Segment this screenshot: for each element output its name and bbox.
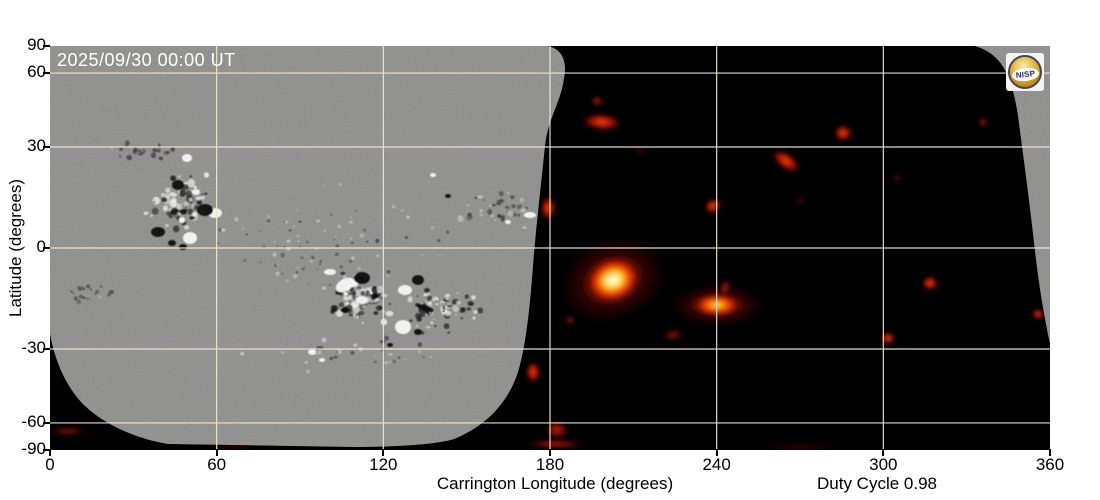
y-tick-mark (43, 348, 50, 350)
x-tick-mark (715, 449, 718, 456)
x-tick-mark (1049, 449, 1051, 456)
x-tick-label: 300 (869, 455, 898, 474)
y-tick-mark (43, 247, 50, 249)
nisp-logo: NISP (1006, 53, 1044, 91)
y-tick-mark (43, 449, 50, 451)
y-tick-label: 90 (27, 35, 46, 54)
y-tick-label: 0 (36, 237, 46, 256)
x-tick-label: 180 (535, 455, 565, 474)
y-tick-mark (43, 72, 50, 75)
x-tick-label: 60 (207, 455, 227, 474)
y-tick-label: 30 (27, 136, 46, 155)
x-tick-label: 0 (45, 455, 55, 474)
x-tick-mark (215, 449, 218, 456)
x-tick-label: 120 (369, 455, 398, 474)
x-tick-mark (49, 449, 51, 456)
timestamp-label: 2025/09/30 00:00 UT (57, 50, 236, 70)
y-tick-mark (43, 421, 50, 424)
nisp-logo-text: NISP (1014, 69, 1036, 80)
x-tick-label: 360 (1035, 455, 1065, 474)
y-tick-label: -90 (21, 439, 46, 458)
nisp-logo-band: NISP (1010, 66, 1040, 83)
y-tick-label: -60 (21, 411, 46, 431)
x-tick-label: 240 (702, 455, 731, 474)
duty-cycle-label: Duty Cycle 0.98 (817, 474, 937, 493)
synoptic-map-svg (50, 46, 1050, 450)
y-tick-label: -30 (21, 338, 46, 357)
nisp-logo-sun-icon: NISP (1008, 55, 1042, 89)
x-tick-mark (382, 449, 385, 456)
y-tick-mark (43, 45, 50, 47)
x-axis-label: Carrington Longitude (degrees) (436, 474, 674, 493)
y-tick-mark (43, 146, 50, 148)
x-tick-mark (549, 449, 551, 456)
y-tick-label: 60 (27, 62, 46, 82)
x-tick-mark (882, 449, 885, 456)
